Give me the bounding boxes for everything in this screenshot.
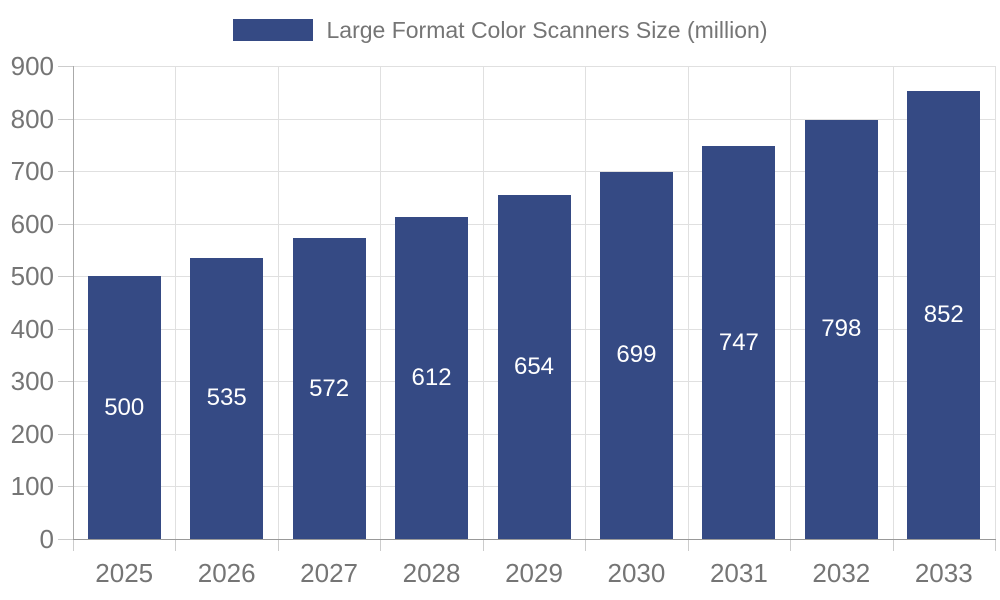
bar-2032[interactable]	[804, 119, 878, 539]
x-tick-label-2028: 2028	[402, 558, 461, 588]
v-gridline	[790, 66, 792, 539]
bar-2031[interactable]	[702, 146, 776, 539]
legend[interactable]: Large Format Color Scanners Size (millio…	[0, 16, 1000, 44]
legend-label: Large Format Color Scanners Size (millio…	[326, 17, 768, 43]
x-tick-label-2031: 2031	[709, 558, 768, 588]
x-tick-label-2027: 2027	[300, 558, 359, 588]
y-axis-tick	[58, 539, 73, 540]
h-gridline	[73, 171, 995, 173]
y-tick-label: 100	[10, 471, 54, 502]
v-gridline	[175, 66, 177, 539]
x-axis-tick	[73, 539, 74, 551]
x-axis-tick	[482, 539, 484, 551]
y-axis-tick	[58, 66, 73, 67]
bar-2033[interactable]	[907, 91, 981, 539]
x-axis-tick	[175, 539, 177, 551]
x-axis-tick	[687, 539, 689, 551]
bar-2030[interactable]	[599, 171, 673, 539]
x-axis-tick	[585, 539, 587, 551]
y-axis-line	[73, 66, 74, 539]
y-axis-tick	[58, 381, 73, 383]
x-tick-label-2029: 2029	[505, 558, 563, 588]
y-tick-label: 0	[39, 524, 54, 554]
v-gridline	[585, 66, 587, 539]
v-gridline	[892, 66, 894, 539]
x-tick-label-2033: 2033	[914, 558, 973, 588]
y-tick-label: 700	[10, 156, 54, 187]
bar-2028[interactable]	[395, 217, 469, 539]
bar-2025[interactable]	[87, 276, 161, 539]
v-gridline	[995, 66, 996, 539]
x-axis-tick	[277, 539, 279, 551]
y-tick-label: 300	[10, 366, 54, 397]
x-axis-tick	[380, 539, 382, 551]
x-axis-tick	[892, 539, 894, 551]
v-gridline	[277, 66, 279, 539]
x-tick-label-2025: 2025	[95, 558, 154, 588]
x-tick-label-2026: 2026	[197, 558, 256, 588]
x-axis-tick	[790, 539, 792, 551]
y-axis-tick	[58, 118, 73, 120]
y-axis-tick	[58, 328, 73, 330]
y-axis-tick	[58, 223, 73, 225]
bar-2026[interactable]	[190, 257, 264, 539]
legend-swatch	[232, 19, 313, 41]
h-gridline	[73, 66, 995, 67]
y-tick-label: 800	[10, 103, 54, 134]
x-axis-tick	[995, 539, 996, 551]
v-gridline	[482, 66, 484, 539]
y-tick-label: 400	[10, 313, 54, 344]
v-gridline	[380, 66, 382, 539]
y-tick-label: 500	[10, 261, 54, 292]
v-gridline	[687, 66, 689, 539]
x-axis-line	[73, 539, 996, 540]
y-tick-label: 600	[10, 208, 54, 239]
x-tick-label-2030: 2030	[607, 558, 666, 588]
x-tick-label-2032: 2032	[812, 558, 871, 588]
y-axis-tick	[58, 433, 73, 435]
bar-2027[interactable]	[292, 238, 366, 539]
y-axis-tick	[58, 486, 73, 488]
y-tick-label: 900	[10, 51, 54, 81]
y-axis-tick	[58, 171, 73, 173]
bar-2029[interactable]	[497, 195, 571, 539]
h-gridline	[73, 118, 995, 120]
y-axis-tick	[58, 276, 73, 278]
y-tick-label: 200	[10, 418, 54, 449]
